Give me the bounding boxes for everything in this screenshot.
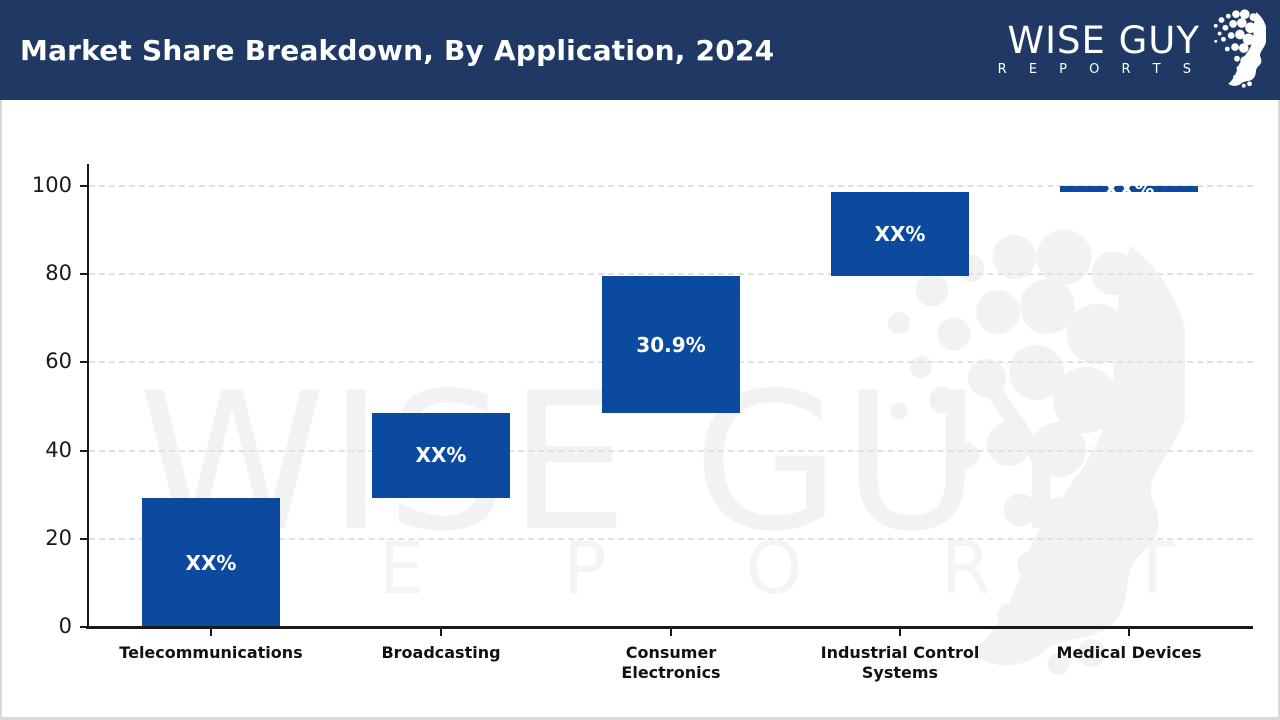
x-tick-0: [210, 628, 212, 636]
x-axis-line: [86, 626, 1253, 629]
x-category-label: Consumer Electronics: [621, 643, 721, 682]
y-tick-label: 40: [45, 437, 72, 462]
bar-value-label: 30.9%: [636, 332, 706, 357]
bar-telecommunications: XX%: [142, 498, 280, 627]
y-tick-label: 20: [45, 525, 72, 550]
gridline-100: [89, 185, 1253, 187]
y-tick-label: 0: [58, 614, 72, 638]
logo-wordmark: WISE GUY: [1007, 18, 1200, 62]
x-category-label: Medical Devices: [1056, 643, 1202, 662]
gridline-80: [89, 273, 1253, 276]
x-category-label: Broadcasting: [381, 643, 501, 662]
y-tick-label: 80: [45, 261, 72, 286]
y-tick-label: 60: [45, 349, 72, 374]
page-border-right: [1278, 100, 1280, 720]
y-tick-20: [80, 537, 88, 540]
bar-value-label: XX%: [185, 550, 237, 575]
bar-value-label: XX%: [415, 443, 467, 468]
y-tick-80: [80, 273, 88, 276]
y-tick-100: [80, 185, 88, 187]
x-category-label: Industrial Control Systems: [820, 643, 980, 682]
x-tick-2: [670, 628, 672, 636]
y-axis-line: [87, 164, 89, 628]
wiseguy-logo-text: WISE GUY R E P O R T S: [997, 18, 1200, 78]
bar-value-label: XX%: [874, 222, 926, 247]
x-tick-3: [899, 628, 901, 636]
bar-value-label: XX%: [1103, 176, 1155, 201]
bar-industrial-control-systems: XX%: [831, 191, 969, 277]
page-border-left: [0, 100, 2, 720]
bar-consumer-electronics: 30.9%: [602, 276, 740, 413]
header-bar: Market Share Breakdown, By Application, …: [0, 0, 1280, 100]
wiseguy-face-icon: [1213, 9, 1266, 88]
gridline-40: [89, 449, 1253, 452]
waterfall-chart: 0 20 40 60 80 100 XX% XX% 30.9% XX% XX% Telecommuni…: [0, 100, 1280, 720]
chart-title: Market Share Breakdown, By Application, …: [20, 33, 775, 67]
y-tick-40: [80, 449, 88, 452]
x-tick-4: [1128, 628, 1130, 636]
y-tick-60: [80, 361, 88, 364]
y-tick-0: [80, 626, 88, 628]
y-tick-label: 100: [31, 173, 72, 197]
x-tick-1: [440, 628, 442, 636]
page-border-bottom: [0, 717, 1280, 720]
gridline-20: [89, 537, 1253, 540]
bar-broadcasting: XX%: [372, 412, 510, 499]
logo-subtitle: R E P O R T S: [997, 62, 1200, 78]
x-category-label: Telecommunications: [119, 643, 303, 662]
bar-medical-devices: XX%: [1060, 177, 1198, 201]
wiseguy-logo: WISE GUY R E P O R T S: [998, 8, 1266, 90]
